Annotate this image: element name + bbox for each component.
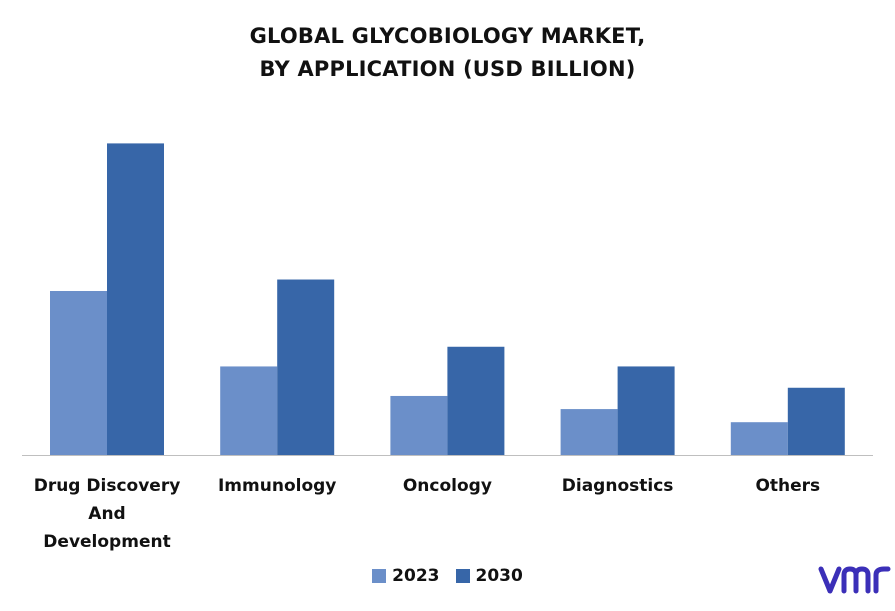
category-label-1: Immunology [192, 472, 362, 500]
category-label-line: Diagnostics [561, 476, 674, 496]
bar-2030-4 [787, 387, 845, 455]
bar-2030-3 [617, 366, 675, 455]
bar-2023-4 [730, 422, 788, 455]
bar-2030-0 [107, 143, 164, 455]
bar-2023-1 [220, 366, 278, 455]
legend-item-2030: 2030 [455, 566, 523, 586]
category-label-line: Oncology [402, 476, 492, 496]
legend: 2023 2030 [0, 566, 895, 586]
legend-item-2023: 2023 [372, 566, 440, 586]
chart-title-line2: BY APPLICATION (USD BILLION) [259, 57, 636, 81]
category-label-line: Development [43, 532, 171, 552]
legend-label-2030: 2030 [475, 566, 523, 586]
bar-2023-0 [50, 291, 107, 455]
bar-2023-2 [390, 395, 448, 455]
category-label-0: Drug Discovery And Development [22, 472, 192, 556]
legend-swatch-2030 [455, 569, 470, 583]
category-label-line: And [88, 504, 126, 524]
legend-label-2023: 2023 [392, 566, 440, 586]
vmr-logo [818, 566, 891, 594]
chart-title: GLOBAL GLYCOBIOLOGY MARKET, BY APPLICATI… [0, 20, 895, 86]
category-label-4: Others [703, 472, 873, 500]
legend-swatch-2023 [372, 569, 387, 583]
chart-title-line1: GLOBAL GLYCOBIOLOGY MARKET, [249, 24, 646, 48]
bar-2023-3 [560, 409, 618, 455]
category-label-2: Oncology [362, 472, 532, 500]
category-label-line: Others [755, 476, 821, 496]
category-label-line: Drug Discovery [33, 476, 181, 496]
category-label-line: Immunology [217, 476, 337, 496]
bar-2030-2 [447, 346, 505, 455]
category-label-3: Diagnostics [533, 472, 703, 500]
bar-2030-1 [277, 279, 335, 455]
